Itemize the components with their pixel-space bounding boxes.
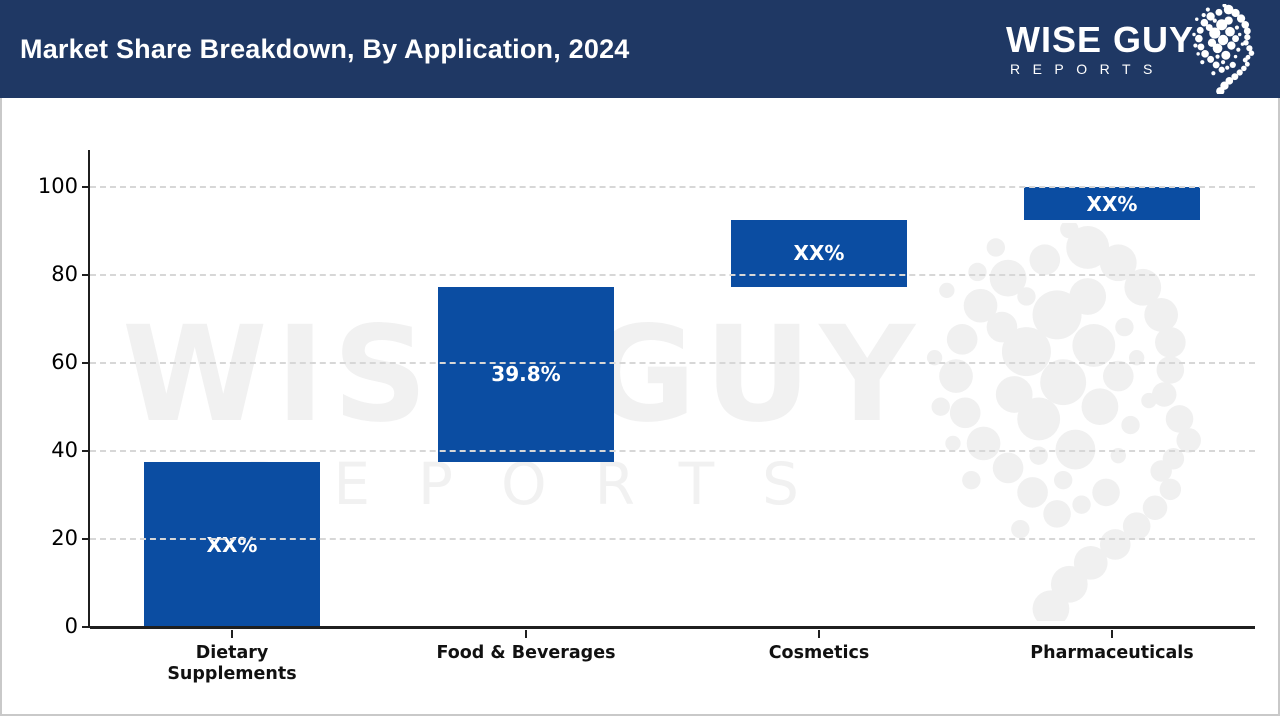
y-tick-label-60: 60 [51, 350, 78, 374]
x-tick-label-dietary-supplements: Dietary Supplements [167, 643, 297, 684]
brand-logo: WISE GUY REPORTS [1006, 4, 1260, 94]
x-tick-label-food-and-beverages: Food & Beverages [436, 643, 616, 663]
watermark-dotted-head-icon [926, 223, 1201, 621]
y-tick-100 [82, 186, 90, 188]
y-tick-40 [82, 450, 90, 452]
x-tick-label-pharmaceuticals: Pharmaceuticals [1030, 643, 1194, 663]
y-tick-60 [82, 362, 90, 364]
x-tick-label-cosmetics: Cosmetics [768, 643, 870, 663]
y-tick-label-20: 20 [51, 526, 78, 550]
x-tick-dietary-supplements [231, 630, 233, 638]
logo-wiseguy-text: WISE GUY [1005, 19, 1194, 60]
y-tick-20 [82, 538, 90, 540]
bar-dietary-supplements: XX% [144, 462, 320, 627]
x-tick-cosmetics [818, 630, 820, 638]
gridline-100 [90, 186, 1255, 188]
gridline-40 [90, 450, 1255, 452]
gridline-60 [90, 362, 1255, 364]
waterfall-chart: WISE GUY REPORTS 0 20 40 60 80 100 XX% 39.8% XX%… [2, 98, 1278, 712]
y-tick-0 [82, 626, 90, 628]
page-title: Market Share Breakdown, By Application, … [20, 33, 630, 64]
bar-food-and-beverages: 39.8% [438, 286, 614, 462]
bar-value-label-cosmetics: XX% [793, 241, 845, 266]
bar-cosmetics: XX% [731, 220, 907, 287]
y-tick-label-80: 80 [51, 262, 78, 286]
brand-logo-text: WISE GUY REPORTS [1005, 19, 1194, 77]
gridline-80 [90, 274, 1255, 276]
gridline-20 [90, 538, 1255, 540]
bar-value-label-food-and-beverages: 39.8% [491, 362, 561, 387]
bar-value-label-dietary-supplements: XX% [206, 532, 258, 557]
y-tick-80 [82, 274, 90, 276]
chart-panel: WISE GUY REPORTS 0 20 40 60 80 100 XX% 39.8% XX%… [0, 98, 1280, 716]
y-tick-label-100: 100 [37, 174, 78, 198]
x-tick-pharmaceuticals [1111, 630, 1113, 638]
bar-pharmaceuticals: XX% [1024, 187, 1200, 220]
y-axis-line [88, 150, 90, 628]
header-bar: Market Share Breakdown, By Application, … [0, 0, 1280, 98]
dotted-head-icon [1192, 4, 1255, 94]
logo-reports-text: REPORTS [1009, 61, 1165, 77]
bar-value-label-pharmaceuticals: XX% [1086, 191, 1138, 216]
y-tick-label-40: 40 [51, 438, 78, 462]
x-axis-line [90, 626, 1255, 629]
y-tick-label-0: 0 [64, 614, 78, 638]
x-tick-food-and-beverages [525, 630, 527, 638]
